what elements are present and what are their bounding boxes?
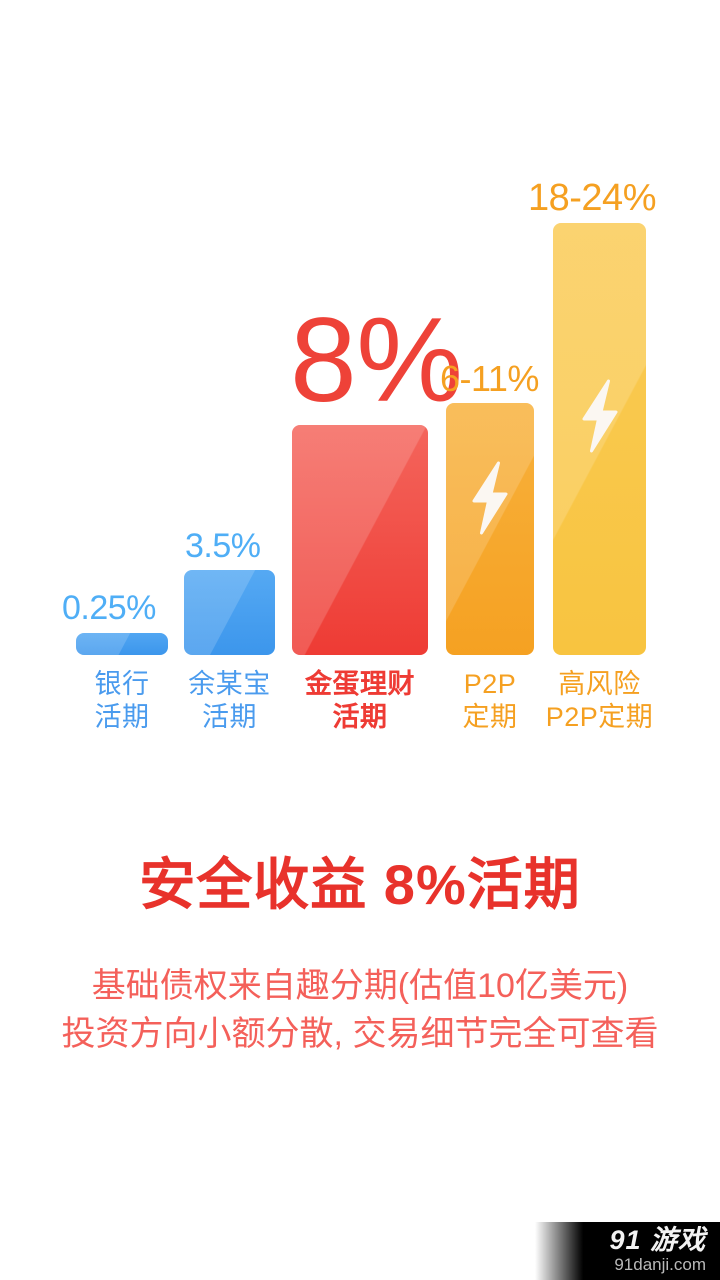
- bar-gloss: [292, 425, 428, 655]
- subcopy-line-2: 投资方向小额分散, 交易细节完全可查看: [61, 1015, 659, 1054]
- bar-yuebao-current: [184, 570, 275, 655]
- category-label-p2p-fixed: P2P 定期: [462, 669, 518, 732]
- watermark-logo: 91 游戏: [609, 1225, 706, 1255]
- category-label-high-risk-p2p-fixed: 高风险 P2P定期: [545, 669, 654, 732]
- bar-bank-current: [76, 633, 168, 655]
- bar-value-label-p2p-fixed: 6-11%: [440, 358, 539, 399]
- lightning-bolt-icon: [578, 379, 622, 458]
- bar-value-label-high-risk-p2p-fixed: 18-24%: [528, 177, 656, 219]
- comparison-bar-chart: 0.25% 银行 活期 3.5% 余某宝 活期 8% 金蛋理财 活期 6-11% P2P 定期…: [62, 177, 656, 732]
- bar-high-risk-p2p-fixed: [553, 223, 646, 655]
- bar-gloss: [184, 570, 275, 655]
- bar-gloss: [76, 633, 168, 655]
- category-label-yuebao-current: 余某宝 活期: [188, 669, 271, 732]
- headline: 安全收益 8%活期: [139, 853, 581, 916]
- watermark-url: 91danji.com: [614, 1255, 706, 1274]
- subcopy: 基础债权来自趣分期(估值10亿美元) 投资方向小额分散, 交易细节完全可查看: [0, 962, 720, 1059]
- bar-jindan-current: [292, 425, 428, 655]
- bar-value-label-bank-current: 0.25%: [62, 589, 156, 627]
- bar-value-label-jindan-current: 8%: [290, 293, 463, 427]
- lightning-bolt-icon: [468, 461, 512, 540]
- bar-value-label-yuebao-current: 3.5%: [185, 527, 261, 565]
- bar-p2p-fixed: [446, 403, 534, 655]
- watermark: 91 游戏 91danji.com: [535, 1222, 720, 1280]
- category-label-jindan-current: 金蛋理财 活期: [305, 669, 415, 732]
- category-label-bank-current: 银行 活期: [94, 669, 150, 732]
- subcopy-line-1: 基础债权来自趣分期(估值10亿美元): [91, 967, 629, 1005]
